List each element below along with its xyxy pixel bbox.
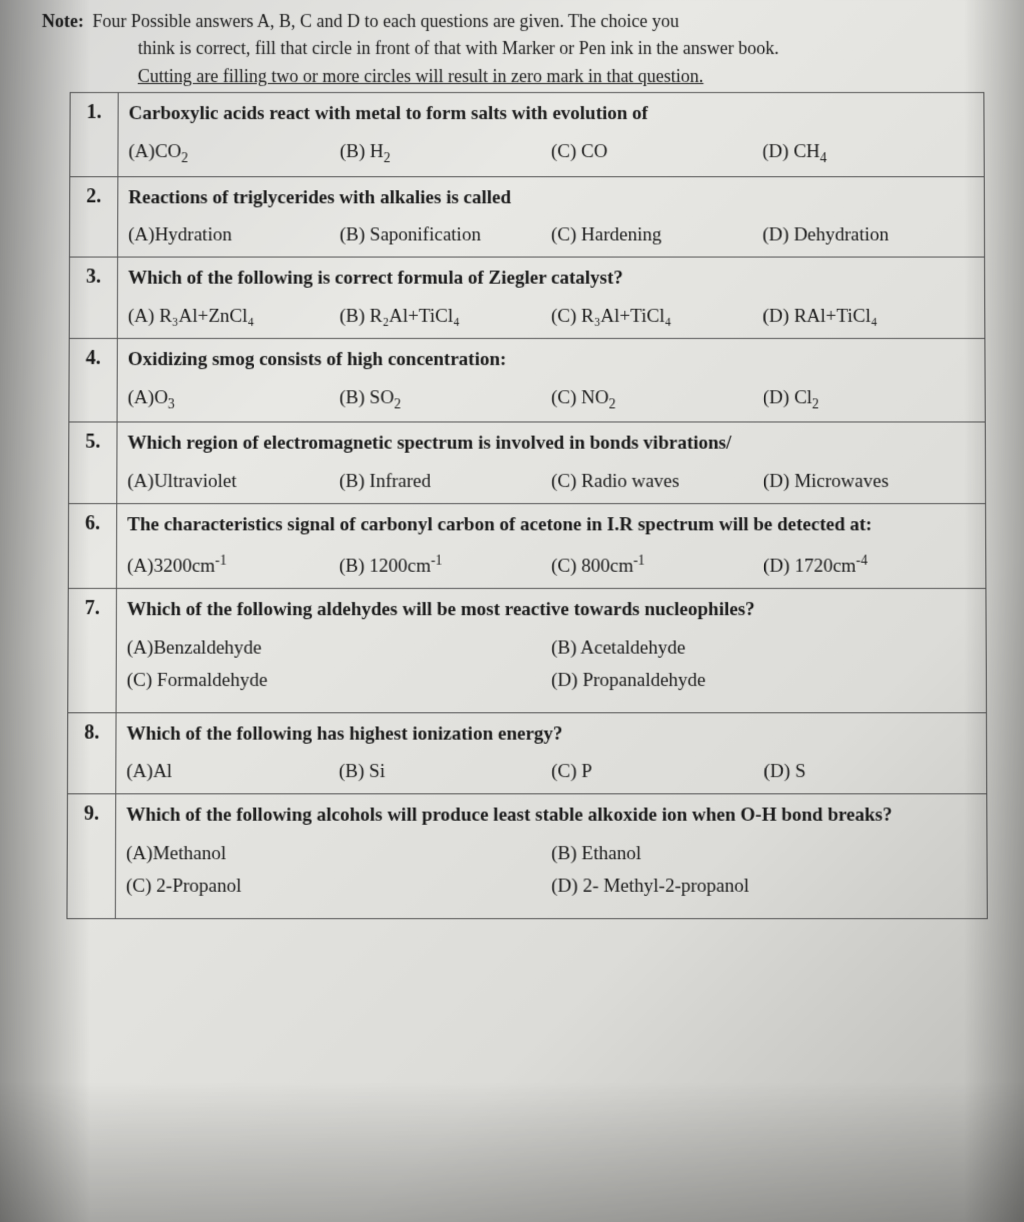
option[interactable]: (D) RAl+TiCl₄ — [763, 306, 975, 328]
question-cell: Which region of electromagnetic spectrum… — [117, 422, 986, 503]
question-cell: Which of the following alcohols will pro… — [115, 794, 987, 918]
option[interactable]: (C) 800cm-1 — [551, 552, 763, 578]
option[interactable]: (B) SO2 — [339, 387, 551, 412]
option[interactable]: (C) Formaldehyde — [127, 669, 552, 691]
question-row: 3. Which of the following is correct form… — [69, 257, 985, 338]
options-row: (A)Methanol(B) Ethanol(C) 2-Propanol(D) … — [126, 843, 977, 908]
question-number: 7. — [68, 588, 117, 712]
options-row: (A)Ultraviolet(B) Infrared(C) Radio wave… — [127, 471, 975, 493]
option[interactable]: (C) Radio waves — [551, 471, 763, 493]
question-cell: The characteristics signal of carbonyl c… — [116, 504, 985, 589]
option[interactable]: (A)Al — [126, 761, 338, 783]
question-number: 4. — [69, 338, 117, 422]
questions-table: 1. Carboxylic acids react with metal to f… — [66, 92, 987, 919]
question-cell: Oxidizing smog consists of high concentr… — [117, 338, 985, 422]
question-cell: Which of the following is correct formul… — [117, 257, 985, 338]
question-text: Carboxylic acids react with metal to for… — [129, 101, 974, 127]
question-cell: Carboxylic acids react with metal to for… — [118, 93, 984, 177]
option[interactable]: (C) CO — [551, 141, 762, 166]
option[interactable]: (B) Si — [339, 761, 551, 783]
option[interactable]: (A)Methanol — [126, 843, 551, 865]
options-row: (A)Benzaldehyde(B) Acetaldehyde (C) Forma… — [127, 637, 976, 702]
question-text: Reactions of triglycerides with alkalies… — [128, 185, 974, 211]
option[interactable]: (C) 2-Propanol — [126, 875, 551, 897]
question-row: 9. Which of the following alcohols will p… — [67, 794, 987, 918]
note-label: Note: — [42, 10, 84, 33]
question-row: 7. Which of the following aldehydes will … — [68, 588, 987, 712]
question-row: 5. Which region of electromagnetic spectr… — [69, 422, 986, 503]
exam-page: Note: Four Possible answers A, B, C and … — [0, 0, 1024, 939]
option[interactable]: (D) 2- Methyl-2-propanol — [551, 875, 976, 897]
option[interactable]: (C) Hardening — [551, 225, 762, 247]
options-row: (A)3200cm-1(B) 1200cm-1(C) 800cm-1(D) 17… — [127, 552, 975, 578]
question-text: Which of the following alcohols will pro… — [126, 803, 976, 829]
question-cell: Reactions of triglycerides with alkalies… — [118, 176, 985, 257]
options-row: (A)CO2(B) H2(C) CO(D) CH4 — [128, 141, 973, 166]
question-number: 2. — [70, 176, 118, 257]
question-number: 3. — [69, 257, 117, 338]
option[interactable]: (D) Microwaves — [763, 471, 975, 493]
question-text: The characteristics signal of carbonyl c… — [127, 512, 975, 538]
note-block: Note: Four Possible answers A, B, C and … — [70, 10, 984, 33]
option[interactable]: (A)CO2 — [128, 141, 339, 166]
question-text: Oxidizing smog consists of high concentr… — [128, 347, 975, 373]
question-number: 8. — [67, 712, 116, 794]
option[interactable]: (C) P — [551, 761, 763, 783]
option[interactable]: (D) Cl2 — [763, 387, 975, 412]
question-text: Which of the following has highest ioniz… — [127, 721, 977, 747]
options-row: (A)Al(B) Si(C) P(D) S — [126, 761, 976, 783]
options-row: (A) R₃Al+ZnCl₄(B) R₂Al+TiCl₄(C) R₃Al+TiC… — [128, 306, 974, 328]
question-text: Which region of electromagnetic spectrum… — [127, 431, 974, 457]
question-row: 2. Reactions of triglycerides with alkali… — [70, 176, 985, 257]
question-row: 6. The characteristics signal of carbonyl… — [68, 504, 986, 589]
question-number: 6. — [68, 504, 117, 589]
question-cell: Which of the following aldehydes will be… — [116, 588, 986, 712]
option[interactable]: (B) Acetaldehyde — [551, 637, 975, 659]
question-row: 8. Which of the following has highest ion… — [67, 712, 986, 794]
option[interactable]: (D) Dehydration — [762, 225, 974, 247]
option[interactable]: (A)Benzaldehyde — [127, 637, 551, 659]
question-number: 5. — [69, 422, 117, 503]
option[interactable]: (B) H2 — [340, 141, 551, 166]
question-text: Which of the following aldehydes will be… — [127, 597, 976, 623]
note-text-2: think is correct, fill that circle in fr… — [70, 37, 984, 60]
option[interactable]: (A)3200cm-1 — [127, 552, 339, 578]
option[interactable]: (B) Infrared — [339, 471, 551, 493]
option[interactable]: (D) S — [764, 761, 976, 783]
option[interactable]: (C) R₃Al+TiCl₄ — [551, 306, 763, 328]
option[interactable]: (A)O3 — [128, 387, 340, 412]
question-number: 1. — [70, 93, 118, 177]
option[interactable]: (D) 1720cm-4 — [763, 552, 975, 578]
option[interactable]: (B) 1200cm-1 — [339, 552, 551, 578]
option[interactable]: (A) R₃Al+ZnCl₄ — [128, 306, 340, 328]
options-row: (A)O3(B) SO2(C) NO2(D) Cl2 — [128, 387, 975, 412]
question-row: 4. Oxidizing smog consists of high concen… — [69, 338, 985, 422]
option[interactable]: (B) R₂Al+TiCl₄ — [340, 306, 552, 328]
option[interactable]: (D) CH4 — [762, 141, 973, 166]
option[interactable]: (A)Hydration — [128, 225, 339, 247]
note-text-1: Four Possible answers A, B, C and D to e… — [92, 11, 679, 31]
option[interactable]: (B) Saponification — [340, 225, 551, 247]
options-row: (A)Hydration(B) Saponification(C) Harden… — [128, 225, 974, 247]
question-cell: Which of the following has highest ioniz… — [116, 712, 987, 794]
option[interactable]: (A)Ultraviolet — [127, 471, 339, 493]
note-text-3: Cutting are filling two or more circles … — [70, 65, 985, 88]
option[interactable]: (B) Ethanol — [551, 843, 976, 865]
question-number: 9. — [67, 794, 116, 918]
question-row: 1. Carboxylic acids react with metal to f… — [70, 93, 984, 177]
option[interactable]: (D) Propanaldehyde — [551, 669, 976, 691]
option[interactable]: (C) NO2 — [551, 387, 763, 412]
question-text: Which of the following is correct formul… — [128, 266, 974, 292]
